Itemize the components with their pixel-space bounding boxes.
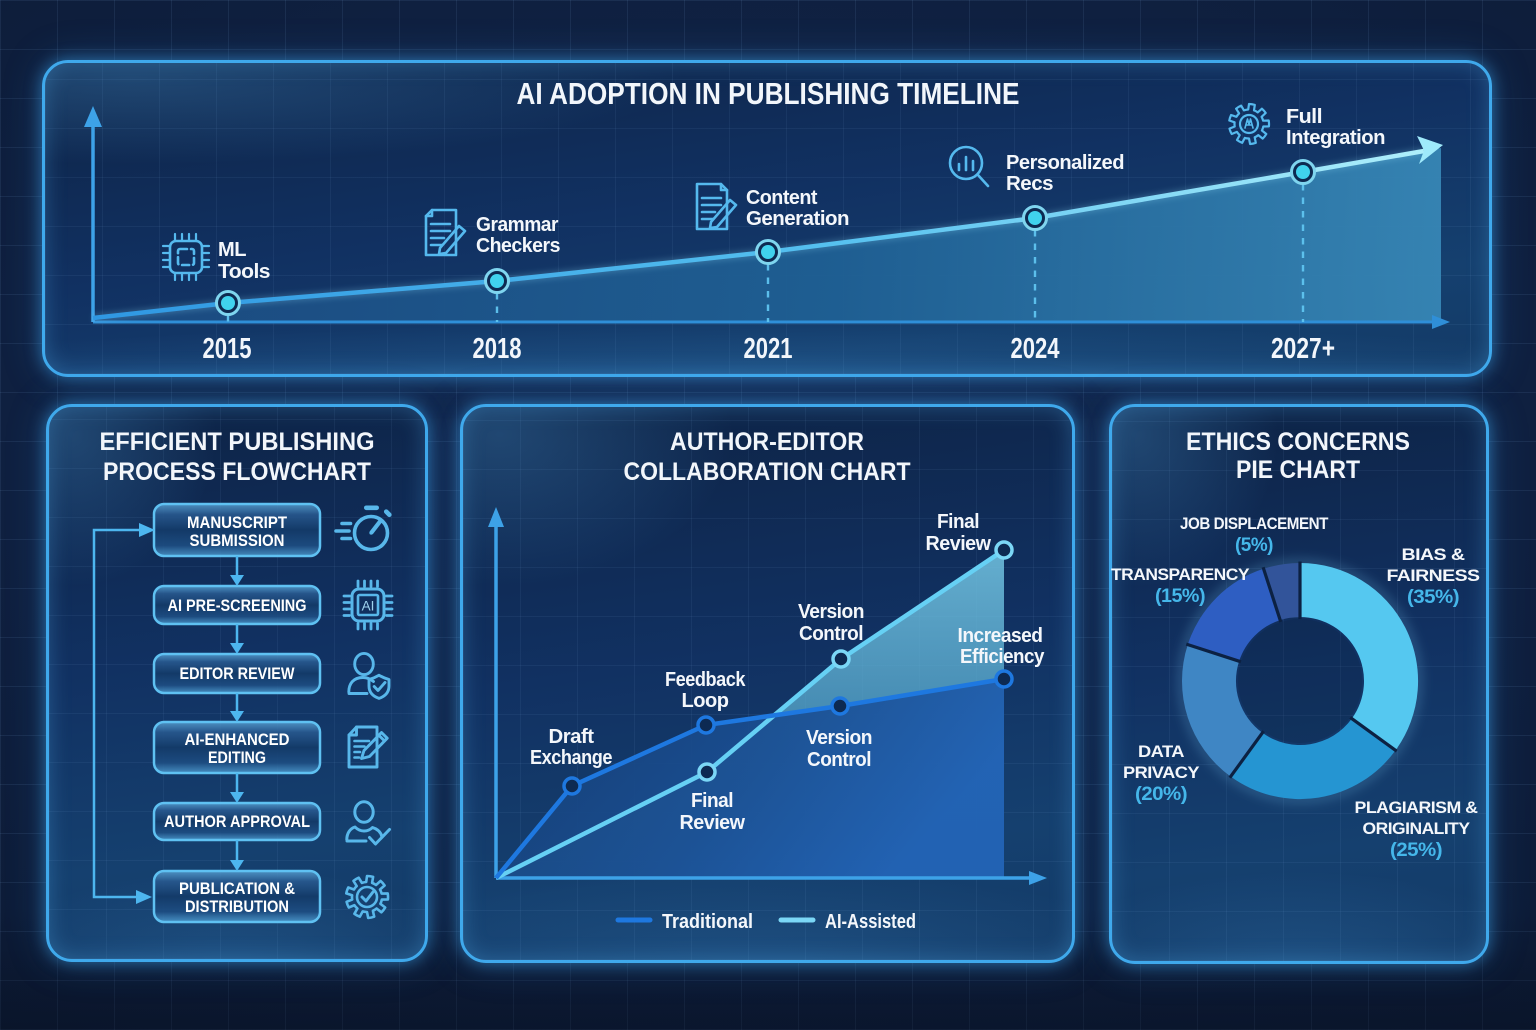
svg-text:AUTHOR APPROVAL: AUTHOR APPROVAL bbox=[164, 813, 310, 831]
svg-text:Checkers: Checkers bbox=[476, 235, 560, 257]
svg-text:SUBMISSION: SUBMISSION bbox=[190, 532, 285, 550]
svg-text:BIAS &: BIAS & bbox=[1402, 545, 1465, 564]
svg-text:COLLABORATION CHART: COLLABORATION CHART bbox=[624, 458, 911, 486]
svg-text:Increased: Increased bbox=[958, 625, 1043, 647]
svg-text:Traditional: Traditional bbox=[662, 911, 753, 933]
svg-text:2024: 2024 bbox=[1011, 333, 1060, 365]
svg-text:2027+: 2027+ bbox=[1271, 333, 1335, 365]
svg-text:Control: Control bbox=[807, 749, 871, 771]
svg-text:AI PRE-SCREENING: AI PRE-SCREENING bbox=[168, 597, 307, 615]
svg-text:Exchange: Exchange bbox=[530, 747, 612, 769]
svg-text:PIE CHART: PIE CHART bbox=[1236, 456, 1360, 484]
svg-text:AUTHOR-EDITOR: AUTHOR-EDITOR bbox=[670, 428, 864, 456]
svg-text:Feedback: Feedback bbox=[665, 669, 746, 691]
svg-text:2018: 2018 bbox=[473, 333, 522, 365]
svg-text:ML: ML bbox=[218, 239, 246, 261]
svg-text:MANUSCRIPT: MANUSCRIPT bbox=[187, 514, 287, 532]
svg-text:EDITOR REVIEW: EDITOR REVIEW bbox=[180, 665, 295, 683]
svg-text:2021: 2021 bbox=[744, 333, 793, 365]
svg-text:(5%): (5%) bbox=[1235, 535, 1273, 556]
svg-text:Personalized: Personalized bbox=[1006, 152, 1124, 174]
svg-text:Review: Review bbox=[926, 533, 992, 555]
svg-text:Full: Full bbox=[1286, 106, 1322, 128]
svg-text:(20%): (20%) bbox=[1135, 784, 1187, 805]
svg-text:EDITING: EDITING bbox=[208, 749, 266, 767]
svg-text:Recs: Recs bbox=[1006, 173, 1053, 195]
svg-text:ORIGINALITY: ORIGINALITY bbox=[1363, 819, 1471, 838]
svg-text:PLAGIARISM &: PLAGIARISM & bbox=[1355, 798, 1478, 817]
svg-text:AI-Assisted: AI-Assisted bbox=[825, 911, 916, 933]
svg-text:AI: AI bbox=[362, 599, 375, 614]
svg-text:Control: Control bbox=[799, 623, 863, 645]
svg-text:PUBLICATION &: PUBLICATION & bbox=[179, 880, 295, 898]
svg-text:Review: Review bbox=[680, 812, 746, 834]
svg-text:(15%): (15%) bbox=[1155, 586, 1205, 607]
svg-text:EFFICIENT PUBLISHING: EFFICIENT PUBLISHING bbox=[100, 428, 375, 456]
svg-text:(25%): (25%) bbox=[1390, 840, 1442, 861]
svg-text:Generation: Generation bbox=[746, 208, 849, 230]
svg-text:PROCESS FLOWCHART: PROCESS FLOWCHART bbox=[103, 458, 371, 486]
svg-text:AI-ENHANCED: AI-ENHANCED bbox=[185, 731, 290, 749]
svg-text:Content: Content bbox=[746, 187, 818, 209]
svg-text:Draft: Draft bbox=[549, 726, 595, 748]
svg-text:AI ADOPTION IN PUBLISHING TIME: AI ADOPTION IN PUBLISHING TIMELINE bbox=[517, 76, 1020, 111]
svg-text:TRANSPARENCY: TRANSPARENCY bbox=[1111, 565, 1250, 584]
svg-text:2015: 2015 bbox=[203, 333, 252, 365]
svg-text:Loop: Loop bbox=[682, 690, 729, 712]
svg-text:Efficiency: Efficiency bbox=[960, 646, 1045, 668]
svg-text:ETHICS CONCERNS: ETHICS CONCERNS bbox=[1186, 428, 1410, 456]
svg-text:Version: Version bbox=[798, 601, 864, 623]
svg-text:Tools: Tools bbox=[218, 261, 270, 283]
svg-text:Version: Version bbox=[806, 727, 872, 749]
svg-text:PRIVACY: PRIVACY bbox=[1123, 763, 1200, 782]
svg-text:Final: Final bbox=[691, 790, 733, 812]
svg-text:FAIRNESS: FAIRNESS bbox=[1387, 566, 1480, 585]
svg-text:Final: Final bbox=[937, 511, 979, 533]
svg-text:DATA: DATA bbox=[1138, 742, 1184, 761]
svg-text:JOB DISPLACEMENT: JOB DISPLACEMENT bbox=[1180, 514, 1329, 533]
svg-text:(35%): (35%) bbox=[1407, 587, 1459, 608]
svg-text:DISTRIBUTION: DISTRIBUTION bbox=[185, 898, 289, 916]
svg-text:Grammar: Grammar bbox=[476, 214, 559, 236]
svg-text:Integration: Integration bbox=[1286, 127, 1385, 149]
